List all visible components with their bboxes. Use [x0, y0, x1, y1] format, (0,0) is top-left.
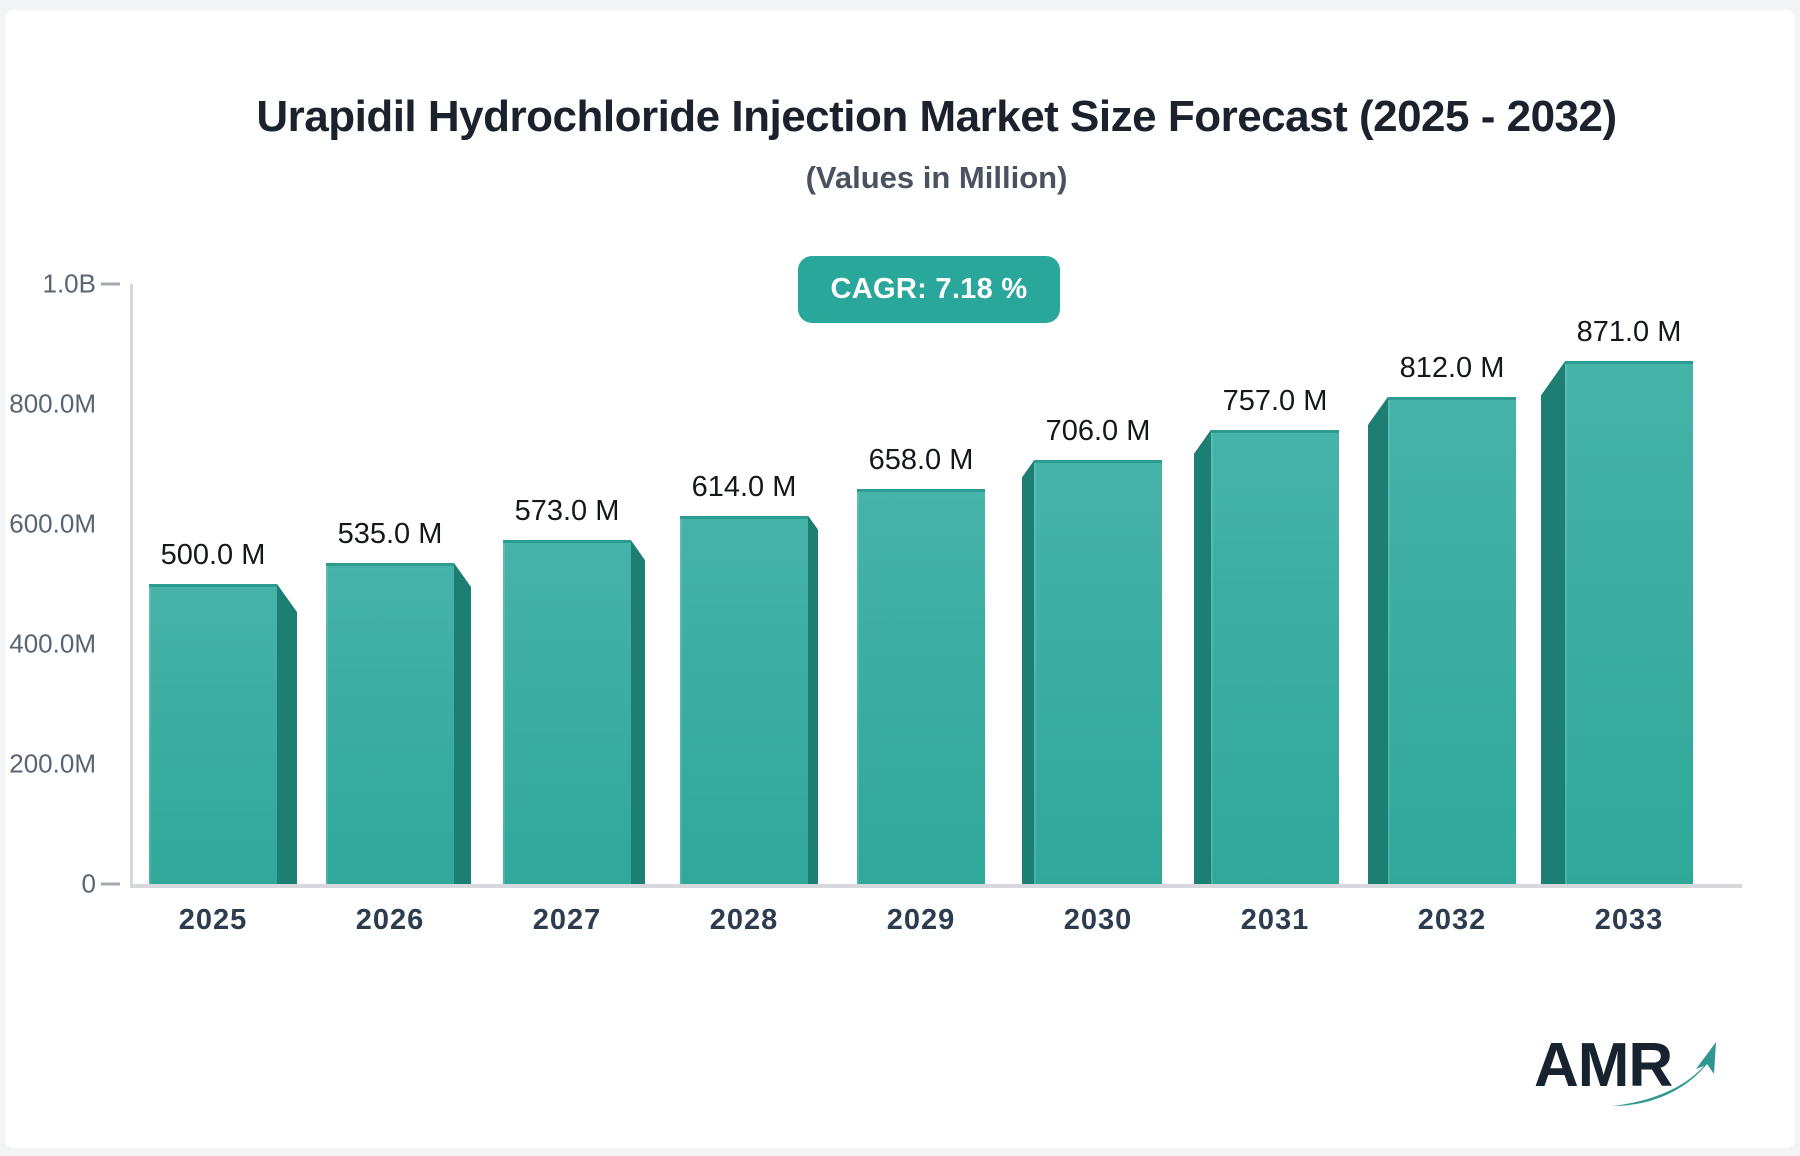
bar-2033[interactable]	[1565, 361, 1693, 884]
cagr-badge-label: CAGR: 7.18 %	[830, 273, 1028, 305]
bar-value-label-2033: 871.0 M	[1576, 316, 1682, 349]
bar-2025[interactable]	[149, 584, 277, 884]
logo-growth-arrow-icon	[1612, 1042, 1716, 1106]
y-axis-line	[130, 284, 133, 886]
bar-side-2028	[808, 515, 818, 884]
bar-value-label-2028: 614.0 M	[691, 470, 797, 503]
bar-2032[interactable]	[1388, 396, 1516, 884]
y-tick-dash-0	[101, 882, 120, 886]
x-axis-label-2033: 2033	[1594, 904, 1664, 936]
bar-side-2033	[1541, 361, 1565, 884]
page-edge-top	[0, 0, 1800, 10]
x-axis-label-2031: 2031	[1240, 904, 1310, 936]
bar-value-label-2032: 812.0 M	[1399, 351, 1505, 384]
bar-2029[interactable]	[857, 489, 985, 884]
bar-2027[interactable]	[503, 540, 631, 884]
bar-side-2027	[631, 540, 645, 884]
x-axis-baseline	[130, 884, 1742, 888]
y-tick-label-600.0M: 600.0M	[9, 508, 96, 539]
x-axis-label-2032: 2032	[1417, 904, 1487, 936]
bar-2028[interactable]	[680, 515, 808, 884]
chart-title: Urapidil Hydrochloride Injection Market …	[256, 92, 1617, 141]
amr-logo: AMR	[1528, 1030, 1718, 1116]
bar-side-2030	[1022, 460, 1034, 884]
amr-logo-text: AMR	[1534, 1031, 1673, 1100]
y-tick-label-200.0M: 200.0M	[9, 748, 96, 779]
y-tick-dash-1.0B	[101, 282, 120, 286]
y-tick-label-0: 0	[81, 868, 96, 899]
bar-value-label-2029: 658.0 M	[868, 444, 974, 477]
chart-header: Urapidil Hydrochloride Injection Market …	[131, 92, 1742, 196]
page-edge-bottom	[0, 1148, 1800, 1156]
bar-value-label-2026: 535.0 M	[337, 518, 443, 550]
bar-2026[interactable]	[326, 563, 454, 884]
y-tick-label-800.0M: 800.0M	[9, 388, 96, 419]
y-tick-label-1.0B: 1.0B	[42, 268, 97, 299]
bar-side-2032	[1368, 396, 1388, 884]
x-axis-label-2030: 2030	[1063, 904, 1133, 936]
bar-value-label-2027: 573.0 M	[514, 495, 620, 528]
x-axis-label-2025: 2025	[178, 904, 248, 936]
cagr-badge: CAGR: 7.18 %	[798, 256, 1060, 323]
y-tick-label-400.0M: 400.0M	[9, 628, 96, 659]
x-axis-label-2028: 2028	[709, 904, 779, 936]
x-axis-label-2027: 2027	[532, 904, 602, 936]
x-axis-label-2029: 2029	[886, 904, 956, 936]
bar-value-label-2025: 500.0 M	[160, 539, 266, 571]
bar-side-2025	[277, 584, 297, 884]
bar-value-label-2030: 706.0 M	[1045, 415, 1151, 448]
bar-side-2026	[454, 563, 471, 884]
bar-2030[interactable]	[1034, 460, 1162, 884]
x-axis-label-2026: 2026	[355, 904, 425, 936]
bar-side-2031	[1194, 429, 1211, 884]
bar-value-label-2031: 757.0 M	[1222, 384, 1328, 417]
chart-subtitle: (Values in Million)	[805, 160, 1068, 195]
bar-2031[interactable]	[1211, 429, 1339, 884]
